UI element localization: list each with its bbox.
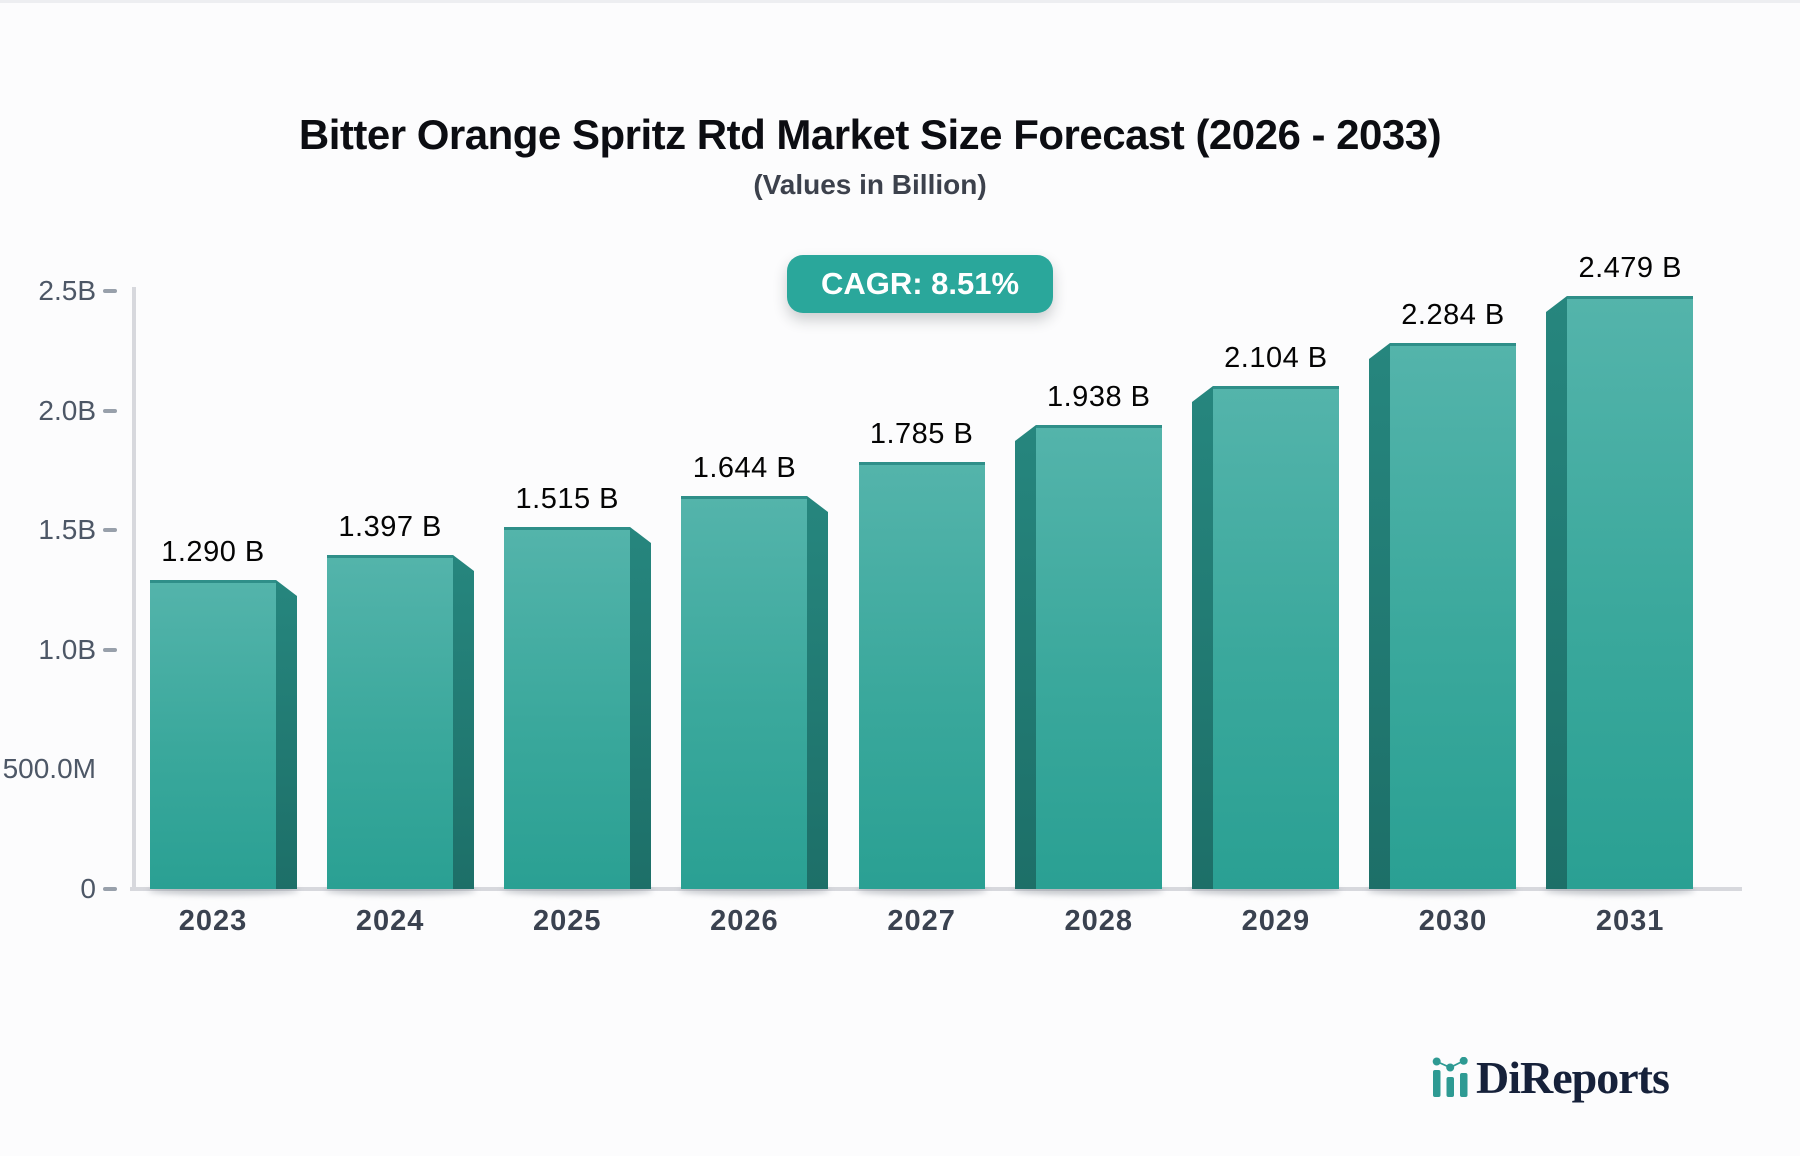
bar-value-label: 2.104 B [1224,342,1328,374]
bar-floor-shadow [1544,886,1695,895]
bar-value-label: 1.938 B [1047,381,1151,413]
bar-floor-shadow [502,886,653,895]
y-tick-label: 2.5B [38,275,96,306]
bar-side-facet [1192,386,1213,889]
cagr-badge: CAGR: 8.51% [787,255,1053,313]
y-tick-dash [103,887,117,891]
bar-side-facet [1015,425,1036,889]
bar-2025 [504,527,630,889]
bar-2030 [1390,343,1516,889]
x-axis-label: 2029 [1241,905,1311,937]
bar-side-facet [453,555,474,889]
bar-top-edge [1036,425,1162,428]
logo-bar-chart-icon [1432,1057,1468,1097]
bar-side-facet [1546,296,1567,889]
bar-value-label: 1.397 B [338,511,442,543]
bar-top-edge [859,462,985,465]
x-axis-label: 2026 [710,905,779,937]
bar-side-facet [630,527,651,889]
x-axis-label: 2024 [355,905,425,937]
bar-top-edge [504,527,630,530]
chart-title: Bitter Orange Spritz Rtd Market Size For… [298,111,1442,158]
direports-logo: DiReports [1432,1041,1670,1103]
bar-top-edge [681,496,807,499]
bar-value-label: 2.479 B [1578,252,1682,284]
y-axis-line [132,287,136,891]
bar-top-edge [150,580,276,583]
bar-floor-shadow [325,886,476,895]
bar-value-label: 1.515 B [515,483,620,515]
y-tick-label: 1.0B [38,634,96,665]
bar-floor-shadow [679,886,830,895]
bar-floor-shadow [1190,886,1341,895]
bar-2027 [859,462,985,889]
bar-value-label: 1.785 B [869,418,974,450]
bar-value-label: 2.284 B [1401,299,1505,331]
bar-2028 [1036,425,1162,889]
bar-value-label: 1.644 B [692,452,797,484]
bar-2026 [681,496,807,889]
bar-top-edge [327,555,453,558]
x-axis-label: 2027 [887,905,956,937]
y-tick-dash [103,528,117,532]
bar-floor-shadow [148,886,299,895]
bar-2029 [1213,386,1339,889]
x-axis-label: 2023 [178,905,248,937]
y-tick-dash [103,409,117,413]
x-axis-label: 2030 [1418,905,1488,937]
bar-side-facet [1369,343,1390,889]
x-axis-label: 2028 [1064,905,1133,937]
x-axis-label: 2031 [1595,905,1665,937]
bar-side-facet [276,580,297,889]
y-tick-label: 500.0M [2,753,96,784]
bar-top-edge [1213,386,1339,389]
bar-2023 [150,580,276,889]
y-tick-label: 0 [80,873,96,904]
bar-floor-shadow [857,886,987,895]
bar-floor-shadow [1013,886,1164,895]
y-tick-label: 1.5B [38,514,96,545]
logo-text: DiReports [1476,1052,1670,1103]
bar-top-edge [1390,343,1516,346]
bar-side-facet [807,496,828,889]
bar-value-label: 1.290 B [161,536,265,568]
bar-top-edge [1567,296,1693,299]
y-tick-dash [103,648,117,652]
y-tick-dash [103,289,117,293]
bar-2031 [1567,296,1693,889]
y-tick-label: 2.0B [38,395,96,426]
bar-floor-shadow [1367,886,1518,895]
bar-2024 [327,555,453,889]
x-axis-label: 2025 [533,905,602,937]
x-axis-baseline [130,887,1742,891]
chart-subtitle: (Values in Billion) [753,169,987,200]
